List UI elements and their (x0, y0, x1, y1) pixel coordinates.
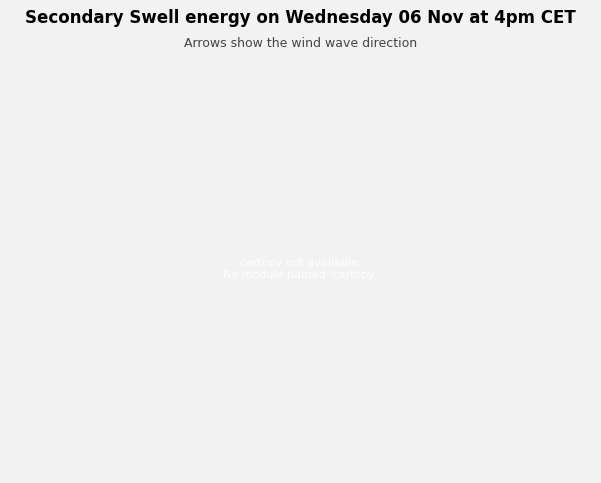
Text: Secondary Swell energy on Wednesday 06 Nov at 4pm CET: Secondary Swell energy on Wednesday 06 N… (25, 9, 576, 27)
Text: Arrows show the wind wave direction: Arrows show the wind wave direction (184, 37, 417, 50)
Text: cartopy not available:
No module named 'cartopy': cartopy not available: No module named '… (223, 258, 378, 280)
